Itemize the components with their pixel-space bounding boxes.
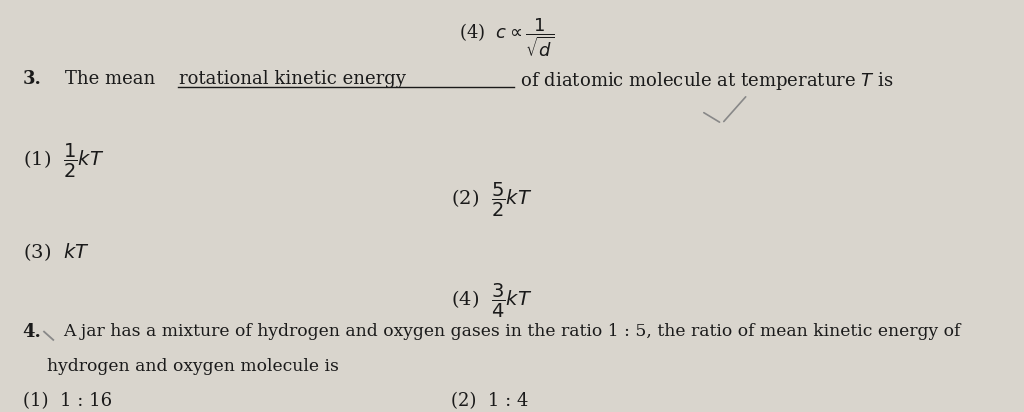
Text: (4)  $c \propto \dfrac{1}{\sqrt{d}}$: (4) $c \propto \dfrac{1}{\sqrt{d}}$: [459, 16, 555, 59]
Text: (2)  $\dfrac{5}{2}kT$: (2) $\dfrac{5}{2}kT$: [451, 181, 531, 219]
Text: rotational kinetic energy: rotational kinetic energy: [179, 70, 407, 88]
Text: (1)  $\dfrac{1}{2}kT$: (1) $\dfrac{1}{2}kT$: [23, 142, 103, 180]
Text: of diatomic molecule at temperature $T$ is: of diatomic molecule at temperature $T$ …: [515, 70, 894, 92]
Text: 4.: 4.: [23, 323, 41, 342]
Text: (2)  1 : 4: (2) 1 : 4: [451, 392, 528, 410]
Text: (3)  $kT$: (3) $kT$: [23, 241, 89, 263]
Text: 3.: 3.: [23, 70, 41, 88]
Text: The mean: The mean: [65, 70, 161, 88]
Text: (1)  1 : 16: (1) 1 : 16: [23, 392, 112, 410]
Text: A jar has a mixture of hydrogen and oxygen gases in the ratio 1 : 5, the ratio o: A jar has a mixture of hydrogen and oxyg…: [63, 323, 961, 340]
Text: hydrogen and oxygen molecule is: hydrogen and oxygen molecule is: [47, 358, 339, 375]
Text: (4)  $\dfrac{3}{4}kT$: (4) $\dfrac{3}{4}kT$: [451, 282, 531, 320]
